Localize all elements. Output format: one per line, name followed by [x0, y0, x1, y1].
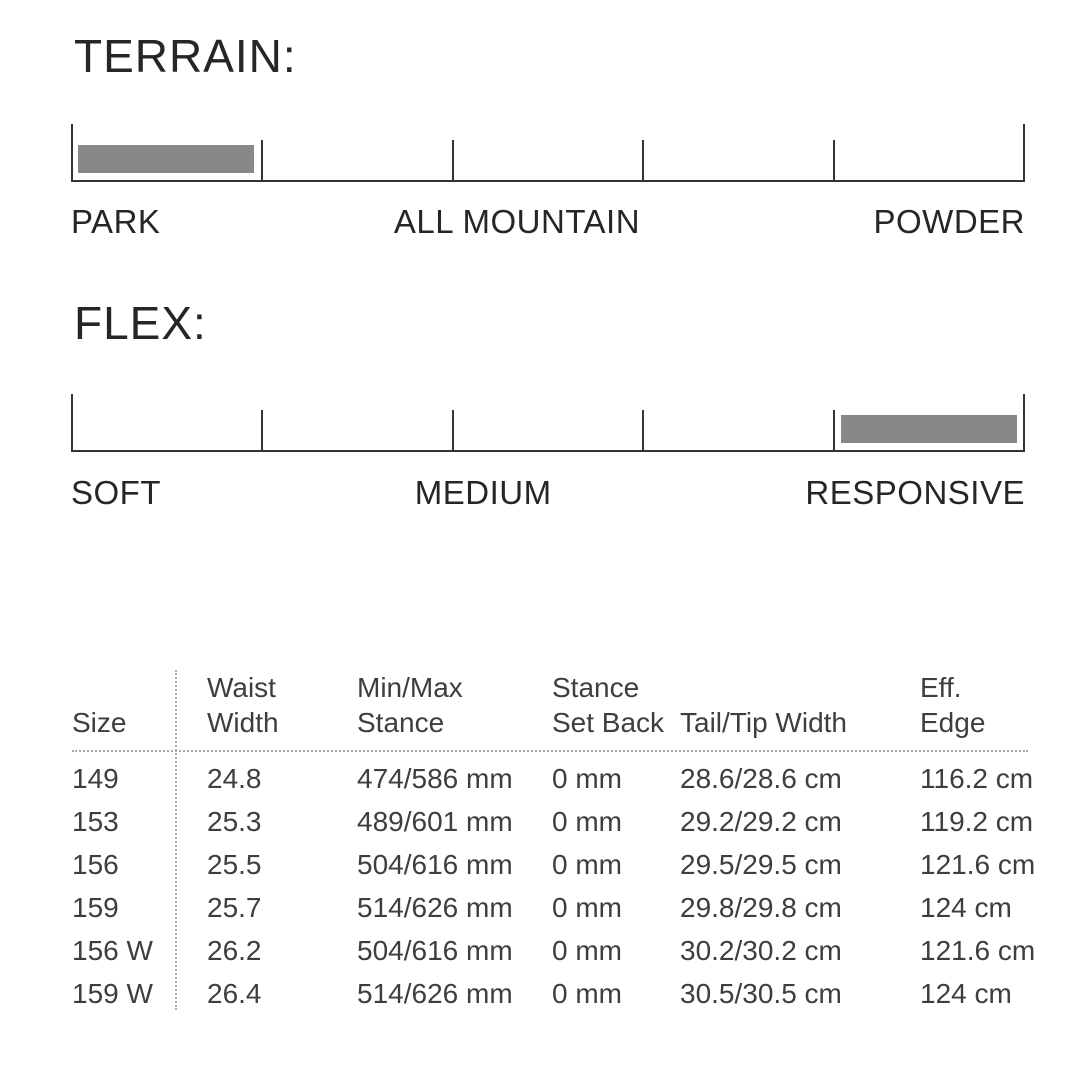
- cell-waist-width: 26.2: [207, 934, 262, 966]
- cell-min-max-stance: 489/601 mm: [357, 805, 513, 837]
- terrain-label-park: PARK: [71, 203, 161, 240]
- cell-tail-tip-width: 28.6/28.6 cm: [680, 762, 842, 794]
- scale-tick: [833, 140, 836, 180]
- table-header-divider: [72, 750, 1028, 752]
- cell-tail-tip-width: 29.2/29.2 cm: [680, 805, 842, 837]
- cell-size: 159 W: [72, 977, 153, 1009]
- cell-stance-set-back: 0 mm: [552, 934, 622, 966]
- cell-size: 156 W: [72, 934, 153, 966]
- cell-waist-width: 25.5: [207, 848, 262, 880]
- cell-eff-edge: 116.2 cm: [920, 762, 1034, 794]
- cell-eff-edge: 121.6 cm: [920, 934, 1036, 966]
- terrain-label-powder: POWDER: [873, 203, 1025, 240]
- scale-tick: [642, 140, 645, 180]
- cell-eff-edge: 124 cm: [920, 891, 1012, 923]
- header-tail-tip-width: Tail/Tip Width: [680, 707, 848, 738]
- scale-tick: [71, 124, 73, 180]
- scale-tick: [1023, 394, 1025, 450]
- table-row: 159 25.7 514/626 mm 0 mm 29.8/29.8 cm 12…: [72, 886, 1028, 929]
- table-row: 153 25.3 489/601 mm 0 mm 29.2/29.2 cm 11…: [72, 800, 1033, 843]
- cell-size: 153: [72, 805, 119, 837]
- header-size: Size: [72, 707, 127, 738]
- terrain-scale-labels: PARK ALL MOUNTAIN POWDER: [71, 203, 1025, 241]
- flex-label-medium: MEDIUM: [414, 474, 552, 511]
- cell-eff-edge: 121.6 cm: [920, 848, 1036, 880]
- flex-label-soft: SOFT: [71, 474, 161, 511]
- cell-min-max-stance: 514/626 mm: [357, 977, 513, 1009]
- table-body: 149 24.8 474/586 mm 0 mm 28.6/28.6 cm 11…: [72, 752, 1035, 1015]
- cell-waist-width: 24.8: [207, 762, 262, 794]
- cell-size: 156: [72, 848, 119, 880]
- cell-stance-set-back: 0 mm: [552, 805, 622, 837]
- cell-waist-width: 25.3: [207, 805, 262, 837]
- cell-min-max-stance: 474/586 mm: [357, 762, 513, 794]
- flex-scale-labels: SOFT MEDIUM RESPONSIVE: [71, 474, 1025, 512]
- cell-stance-set-back: 0 mm: [552, 977, 622, 1009]
- terrain-rating-bar: [78, 145, 254, 173]
- flex-label-responsive: RESPONSIVE: [805, 474, 1025, 511]
- cell-min-max-stance: 514/626 mm: [357, 891, 513, 923]
- table-row: 159 W 26.4 514/626 mm 0 mm 30.5/30.5 cm …: [72, 972, 1028, 1015]
- cell-stance-set-back: 0 mm: [552, 762, 622, 794]
- table-header-row: Size Waist Width Min/Max Stance Stance S…: [72, 664, 1028, 740]
- cell-eff-edge: 119.2 cm: [920, 805, 1034, 837]
- cell-size: 149: [72, 762, 119, 794]
- cell-eff-edge: 124 cm: [920, 977, 1012, 1009]
- cell-tail-tip-width: 30.2/30.2 cm: [680, 934, 842, 966]
- header-min-max-stance: Min/Max Stance: [357, 672, 463, 738]
- terrain-scale: [71, 124, 1025, 182]
- cell-stance-set-back: 0 mm: [552, 848, 622, 880]
- cell-tail-tip-width: 29.8/29.8 cm: [680, 891, 842, 923]
- cell-stance-set-back: 0 mm: [552, 891, 622, 923]
- cell-min-max-stance: 504/616 mm: [357, 848, 513, 880]
- flex-rating-bar: [841, 415, 1017, 443]
- header-stance-set-back: Stance Set Back: [552, 672, 665, 738]
- header-eff-edge: Eff. Edge: [920, 672, 986, 738]
- spec-table: Size Waist Width Min/Max Stance Stance S…: [72, 664, 1035, 1015]
- table-vertical-divider: [175, 670, 177, 1010]
- scale-tick: [1023, 124, 1025, 180]
- table-row: 156 W 26.2 504/616 mm 0 mm 30.2/30.2 cm …: [72, 929, 1035, 972]
- terrain-title: TERRAIN:: [74, 30, 297, 82]
- scale-tick: [833, 410, 836, 450]
- scale-tick: [71, 394, 73, 450]
- header-waist-width: Waist Width: [207, 672, 279, 738]
- table-row: 149 24.8 474/586 mm 0 mm 28.6/28.6 cm 11…: [72, 757, 1033, 800]
- scale-tick: [451, 410, 454, 450]
- table-row: 156 25.5 504/616 mm 0 mm 29.5/29.5 cm 12…: [72, 843, 1035, 886]
- cell-size: 159: [72, 891, 119, 923]
- flex-scale: [71, 394, 1025, 452]
- scale-tick: [642, 410, 645, 450]
- cell-waist-width: 26.4: [207, 977, 262, 1009]
- terrain-label-all-mountain: ALL MOUNTAIN: [393, 203, 641, 240]
- flex-title: FLEX:: [74, 297, 207, 349]
- cell-min-max-stance: 504/616 mm: [357, 934, 513, 966]
- cell-waist-width: 25.7: [207, 891, 262, 923]
- scale-tick: [451, 140, 454, 180]
- cell-tail-tip-width: 30.5/30.5 cm: [680, 977, 842, 1009]
- scale-tick: [260, 140, 263, 180]
- cell-tail-tip-width: 29.5/29.5 cm: [680, 848, 842, 880]
- scale-tick: [260, 410, 263, 450]
